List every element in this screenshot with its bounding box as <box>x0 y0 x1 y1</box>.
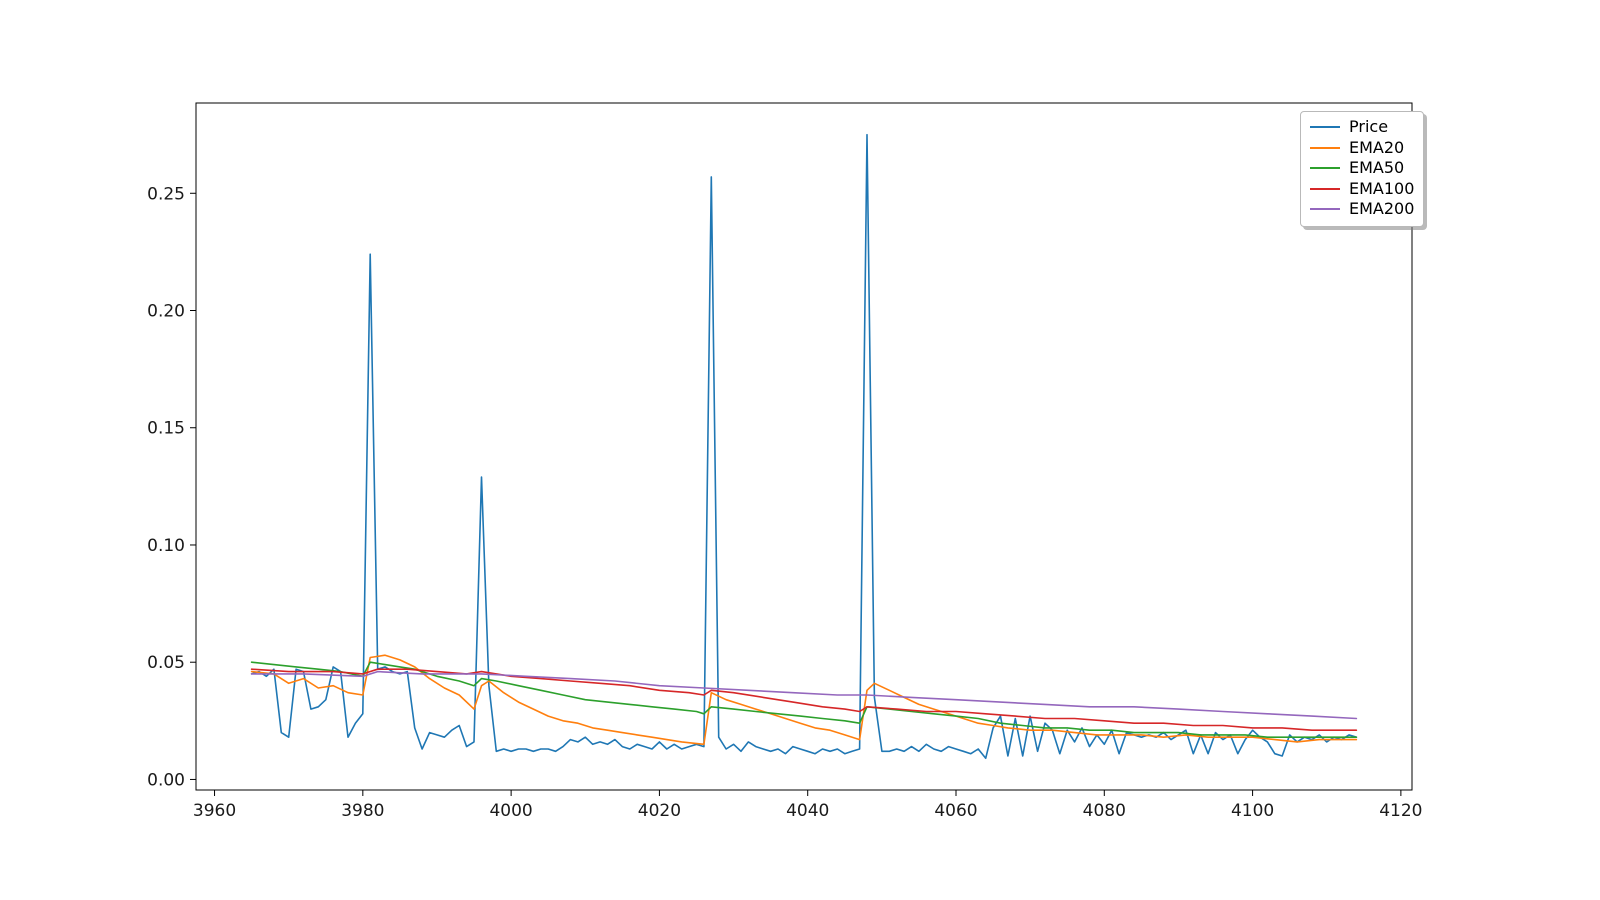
legend-line-swatch <box>1310 167 1340 170</box>
legend-entry-ema20: EMA20 <box>1310 138 1414 159</box>
x-tick-label: 4100 <box>1231 801 1274 821</box>
y-tick-label: 0.05 <box>147 653 185 673</box>
legend-label: EMA200 <box>1349 199 1415 219</box>
x-tick-label: 3960 <box>193 801 236 821</box>
series-ema200-line <box>250 670 1358 720</box>
y-tick-label: 0.15 <box>147 419 185 439</box>
legend-entry-price: Price <box>1310 117 1414 138</box>
legend-line-swatch <box>1310 126 1340 129</box>
x-tick-label: 4060 <box>934 801 977 821</box>
legend-entry-ema50: EMA50 <box>1310 158 1414 179</box>
series-ema20-line <box>250 654 1358 746</box>
y-tick-label: 0.00 <box>147 770 185 790</box>
legend-entry-ema200: EMA200 <box>1310 199 1414 220</box>
plot-area <box>196 103 1412 790</box>
x-tick-label: 4080 <box>1083 801 1126 821</box>
legend-label: EMA100 <box>1349 178 1415 198</box>
legend-line-swatch <box>1310 208 1340 211</box>
x-tick-label: 4000 <box>489 801 532 821</box>
legend-line-swatch <box>1310 146 1340 149</box>
chart-legend: Price EMA20 EMA50 EMA100 EMA200 <box>1300 111 1425 227</box>
legend-line-swatch <box>1310 187 1340 190</box>
legend-entry-ema100: EMA100 <box>1310 179 1414 200</box>
x-tick-label: 4040 <box>786 801 829 821</box>
plot-border <box>195 102 1413 791</box>
x-tick-label: 3980 <box>341 801 384 821</box>
y-tick-label: 0.10 <box>147 536 185 556</box>
legend-label: EMA50 <box>1349 158 1405 178</box>
legend-label: Price <box>1349 117 1389 137</box>
series-price-line <box>250 133 1358 760</box>
y-tick-label: 0.20 <box>147 302 185 322</box>
y-tick-label: 0.25 <box>147 184 185 204</box>
x-tick-label: 4120 <box>1379 801 1422 821</box>
x-tick-label: 4020 <box>638 801 681 821</box>
legend-label: EMA20 <box>1349 137 1405 157</box>
